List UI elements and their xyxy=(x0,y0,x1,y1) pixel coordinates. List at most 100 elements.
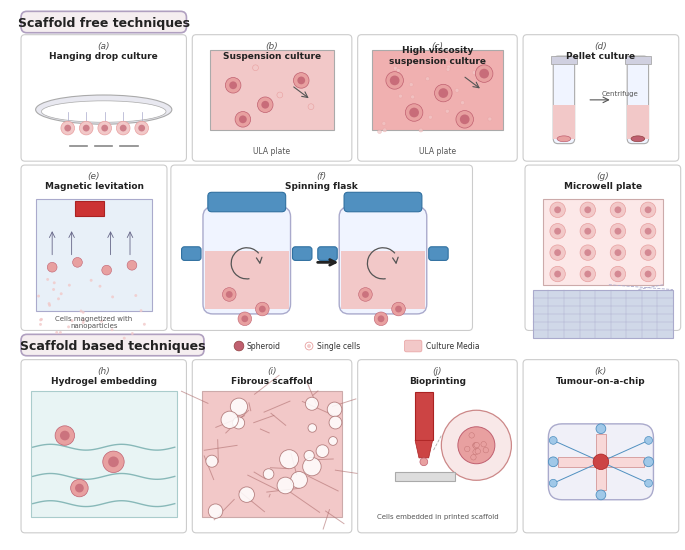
Text: (a): (a) xyxy=(97,42,110,51)
Circle shape xyxy=(614,271,621,277)
Circle shape xyxy=(610,223,625,239)
Circle shape xyxy=(377,130,382,134)
Circle shape xyxy=(143,323,146,326)
Circle shape xyxy=(554,249,561,256)
Circle shape xyxy=(208,504,223,519)
Circle shape xyxy=(47,262,57,272)
Bar xyxy=(551,56,577,64)
Circle shape xyxy=(406,104,423,122)
FancyBboxPatch shape xyxy=(339,207,427,314)
Circle shape xyxy=(550,245,565,260)
Circle shape xyxy=(382,122,386,125)
FancyBboxPatch shape xyxy=(203,207,290,314)
Text: Scaffold based techniques: Scaffold based techniques xyxy=(20,339,205,353)
FancyBboxPatch shape xyxy=(358,35,517,161)
Circle shape xyxy=(48,304,51,307)
Circle shape xyxy=(55,331,58,334)
Circle shape xyxy=(644,457,653,466)
Circle shape xyxy=(474,442,480,448)
Text: Suspension culture: Suspension culture xyxy=(223,52,321,60)
Circle shape xyxy=(90,279,92,282)
Circle shape xyxy=(386,72,403,89)
Circle shape xyxy=(61,122,75,135)
Text: Microwell plate: Microwell plate xyxy=(564,182,642,191)
Circle shape xyxy=(79,122,93,135)
Circle shape xyxy=(640,223,656,239)
Circle shape xyxy=(481,442,486,447)
Circle shape xyxy=(419,128,423,132)
Circle shape xyxy=(304,450,314,461)
Circle shape xyxy=(584,228,591,235)
Circle shape xyxy=(230,398,247,415)
Circle shape xyxy=(488,117,492,121)
Circle shape xyxy=(446,68,450,72)
Circle shape xyxy=(550,266,565,282)
Circle shape xyxy=(469,433,475,438)
Circle shape xyxy=(71,479,88,497)
Text: U: U xyxy=(84,201,94,214)
Circle shape xyxy=(473,443,478,449)
Circle shape xyxy=(645,271,651,277)
Circle shape xyxy=(329,437,337,446)
Circle shape xyxy=(103,451,124,472)
Circle shape xyxy=(392,302,406,316)
Bar xyxy=(31,391,177,517)
Bar xyxy=(415,392,433,441)
Circle shape xyxy=(40,318,43,321)
Text: (i): (i) xyxy=(267,367,277,376)
Circle shape xyxy=(645,228,651,235)
FancyBboxPatch shape xyxy=(429,247,448,260)
Circle shape xyxy=(390,75,399,85)
Circle shape xyxy=(473,70,476,75)
Circle shape xyxy=(397,68,400,72)
Text: Single cells: Single cells xyxy=(316,342,360,350)
Circle shape xyxy=(48,302,51,305)
Circle shape xyxy=(327,402,342,417)
Circle shape xyxy=(82,311,85,313)
FancyBboxPatch shape xyxy=(318,247,337,260)
Circle shape xyxy=(645,479,653,487)
Circle shape xyxy=(549,437,557,444)
Circle shape xyxy=(460,101,464,104)
Bar xyxy=(395,471,455,481)
Circle shape xyxy=(234,341,244,351)
Circle shape xyxy=(610,202,625,217)
Circle shape xyxy=(614,249,621,256)
Circle shape xyxy=(434,84,452,102)
Circle shape xyxy=(428,116,432,119)
Circle shape xyxy=(73,257,82,267)
Circle shape xyxy=(99,285,101,288)
FancyBboxPatch shape xyxy=(182,247,201,260)
FancyBboxPatch shape xyxy=(523,35,679,161)
Circle shape xyxy=(645,249,651,256)
Circle shape xyxy=(596,490,606,500)
Text: (f): (f) xyxy=(316,172,327,182)
Circle shape xyxy=(52,288,55,291)
Circle shape xyxy=(554,206,561,213)
Circle shape xyxy=(259,306,266,312)
Circle shape xyxy=(640,202,656,217)
Circle shape xyxy=(377,315,384,322)
Circle shape xyxy=(580,223,595,239)
Text: Magnetic levitation: Magnetic levitation xyxy=(45,182,144,191)
FancyBboxPatch shape xyxy=(21,35,186,161)
Bar xyxy=(533,290,673,338)
Text: (h): (h) xyxy=(97,367,110,376)
Ellipse shape xyxy=(631,136,645,142)
Bar xyxy=(75,201,103,216)
Text: Hanging drop culture: Hanging drop culture xyxy=(49,52,158,60)
Circle shape xyxy=(229,81,237,89)
FancyBboxPatch shape xyxy=(171,165,473,331)
Circle shape xyxy=(110,328,114,331)
FancyBboxPatch shape xyxy=(192,360,352,533)
Circle shape xyxy=(399,94,402,98)
Circle shape xyxy=(550,202,565,217)
Circle shape xyxy=(640,266,656,282)
Circle shape xyxy=(131,332,134,335)
Circle shape xyxy=(46,278,49,281)
Circle shape xyxy=(473,443,478,448)
Circle shape xyxy=(225,78,241,93)
Circle shape xyxy=(584,206,591,213)
Circle shape xyxy=(645,206,651,213)
Circle shape xyxy=(83,125,90,131)
